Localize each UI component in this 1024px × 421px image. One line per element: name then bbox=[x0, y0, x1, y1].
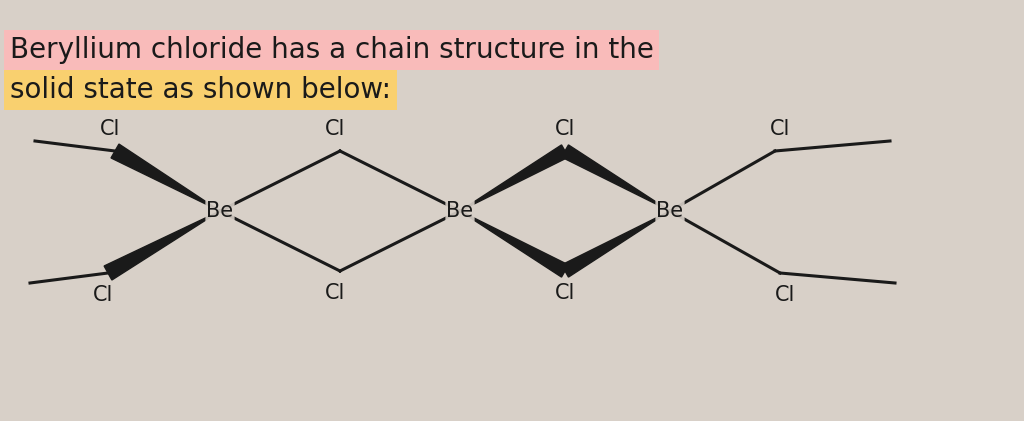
Text: Be: Be bbox=[656, 201, 684, 221]
Text: Beryllium chloride has a chain structure in the: Beryllium chloride has a chain structure… bbox=[10, 36, 654, 64]
Text: Cl: Cl bbox=[555, 119, 575, 139]
Polygon shape bbox=[561, 145, 670, 211]
Polygon shape bbox=[561, 211, 670, 277]
Text: Be: Be bbox=[207, 201, 233, 221]
Text: Cl: Cl bbox=[770, 119, 791, 139]
Text: Cl: Cl bbox=[325, 283, 345, 303]
Text: Cl: Cl bbox=[555, 283, 575, 303]
Text: Cl: Cl bbox=[325, 119, 345, 139]
Polygon shape bbox=[111, 144, 220, 211]
Text: Cl: Cl bbox=[775, 285, 796, 305]
Text: Be: Be bbox=[446, 201, 473, 221]
Polygon shape bbox=[460, 145, 568, 211]
Polygon shape bbox=[104, 211, 220, 280]
Text: Cl: Cl bbox=[93, 285, 114, 305]
Text: Cl: Cl bbox=[99, 119, 120, 139]
Text: solid state as shown below:: solid state as shown below: bbox=[10, 76, 391, 104]
Polygon shape bbox=[460, 211, 568, 277]
